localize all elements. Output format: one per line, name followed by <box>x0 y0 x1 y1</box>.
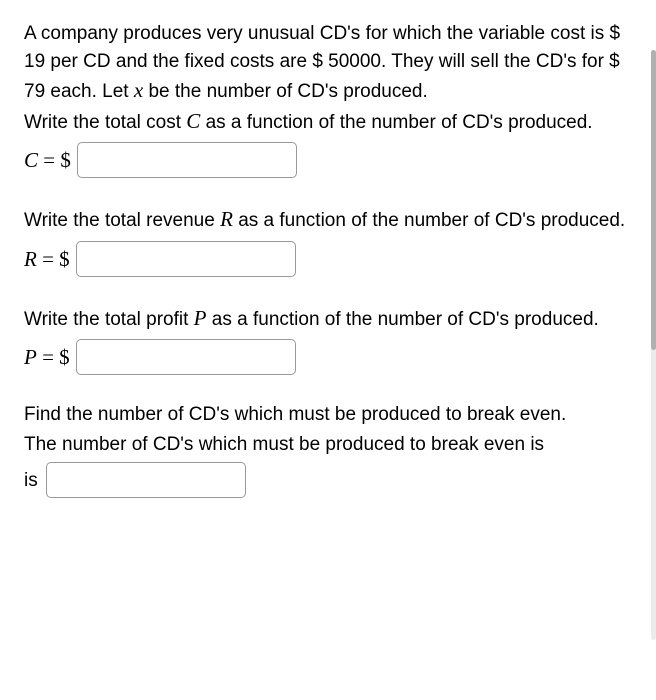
q1-eq-lhs: C = $ <box>24 145 71 175</box>
q3-eq-sign: = $ <box>37 345 70 369</box>
q2-eq-sign: = $ <box>37 247 70 271</box>
q2-eq-lhs: R = $ <box>24 244 70 274</box>
q1-eq-var: C <box>24 148 38 172</box>
q4-is-text: is <box>24 467 38 495</box>
q3-eq-var: P <box>24 345 37 369</box>
q3-equation: P = $ <box>24 339 632 375</box>
q1-eq-sign: = $ <box>38 148 71 172</box>
q4-block: Find the number of CD's which must be pr… <box>24 401 632 498</box>
revenue-input[interactable] <box>76 241 296 277</box>
q4-answer-row: is <box>24 462 632 498</box>
q2-equation: R = $ <box>24 241 632 277</box>
breakeven-input[interactable] <box>46 462 246 498</box>
q2-var: R <box>220 207 233 231</box>
q2-prompt-text: Write the total revenue <box>24 210 220 231</box>
q2-block: Write the total revenue R as a function … <box>24 204 632 277</box>
intro-block: A company produces very unusual CD's for… <box>24 20 632 178</box>
q3-block: Write the total profit P as a function o… <box>24 303 632 376</box>
q1-prompt: Write the total cost C as a function of … <box>24 106 632 137</box>
q4-answer-lead: The number of CD's which must be produce… <box>24 431 632 459</box>
q2-eq-var: R <box>24 247 37 271</box>
q3-var: P <box>194 306 207 330</box>
q2-prompt: Write the total revenue R as a function … <box>24 204 632 235</box>
cost-input[interactable] <box>77 142 297 178</box>
q1-var: C <box>186 109 200 133</box>
intro-line1-end: be the number of CD's produced. <box>143 81 428 102</box>
intro-text: A company produces very unusual CD's for… <box>24 20 632 106</box>
profit-input[interactable] <box>76 339 296 375</box>
q3-prompt-text: Write the total profit <box>24 309 194 330</box>
scrollbar-thumb[interactable] <box>651 50 656 350</box>
intro-x-var: x <box>134 78 143 102</box>
q2-prompt-end: as a function of the number of CD's prod… <box>233 210 625 231</box>
q3-eq-lhs: P = $ <box>24 342 70 372</box>
q1-prompt-text: Write the total cost <box>24 112 186 133</box>
q4-prompt: Find the number of CD's which must be pr… <box>24 401 632 429</box>
q3-prompt: Write the total profit P as a function o… <box>24 303 632 334</box>
q1-equation: C = $ <box>24 142 632 178</box>
q3-prompt-end: as a function of the number of CD's prod… <box>207 309 599 330</box>
q1-prompt-end: as a function of the number of CD's prod… <box>200 112 592 133</box>
